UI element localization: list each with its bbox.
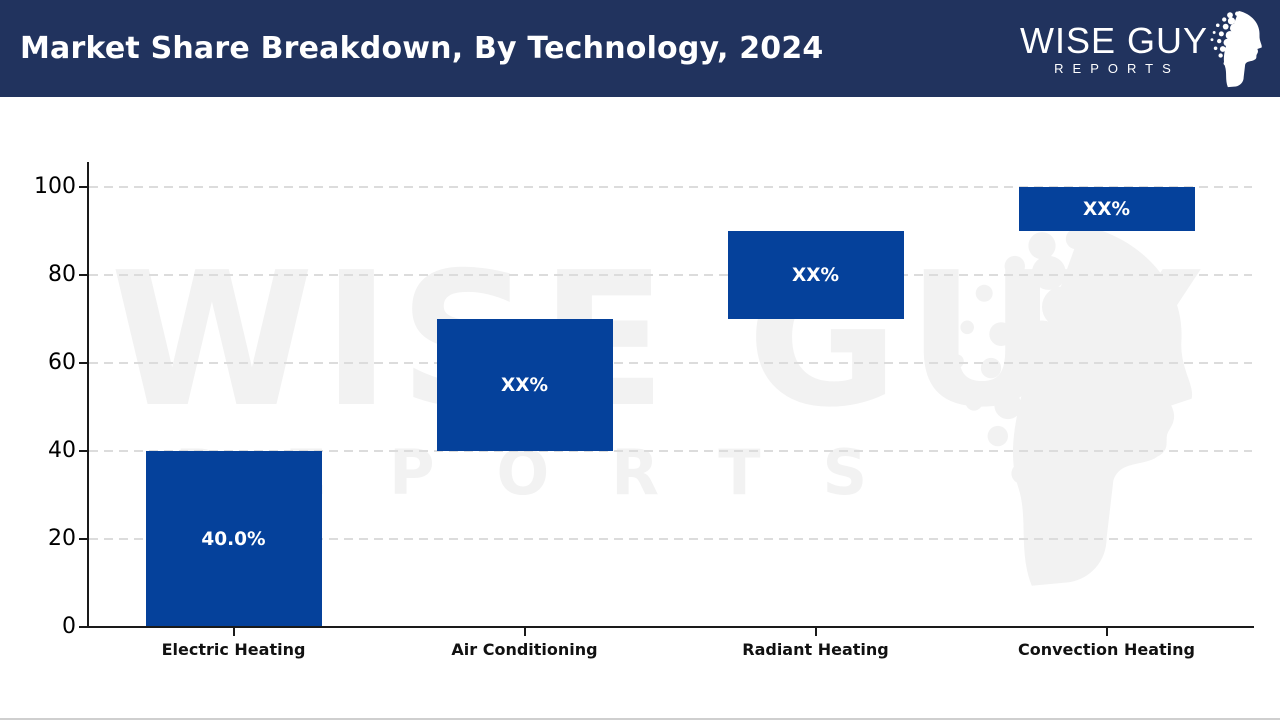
x-category-label: Radiant Heating [742, 640, 889, 659]
y-gridline [89, 538, 1252, 540]
y-gridline [89, 186, 1252, 188]
bar-convection-heating: XX% [1018, 187, 1195, 231]
brand-logo: WISE GUY REPORTS [1020, 8, 1266, 90]
bar-electric-heating: 40.0% [145, 451, 322, 627]
y-tick-mark [79, 538, 87, 540]
y-tick-mark [79, 362, 87, 364]
logo-head-icon [1194, 8, 1266, 90]
x-category-label: Electric Heating [161, 640, 306, 659]
logo-wordmark: WISE GUY REPORTS [1019, 19, 1208, 76]
logo-wordmark-line2: REPORTS [1054, 60, 1180, 76]
footer-divider [0, 718, 1280, 720]
bar-value-label: 40.0% [201, 528, 266, 550]
y-axis-spine [87, 162, 89, 628]
page-title: Market Share Breakdown, By Technology, 2… [20, 31, 824, 66]
y-tick-label: 40 [48, 438, 76, 463]
header-bar: Market Share Breakdown, By Technology, 2… [0, 0, 1280, 97]
bar-value-label: XX% [1082, 198, 1131, 220]
y-gridline [89, 274, 1252, 276]
x-category-label: Air Conditioning [451, 640, 598, 659]
logo-wordmark-line1: WISE GUY [1019, 19, 1208, 61]
bar-radiant-heating: XX% [727, 231, 904, 319]
y-tick-mark [79, 626, 87, 628]
x-tick-mark [523, 628, 526, 636]
x-axis-spine [87, 626, 1254, 628]
y-tick-mark [79, 186, 87, 188]
bar-value-label: XX% [791, 264, 840, 286]
y-tick-label: 80 [48, 262, 76, 287]
y-gridline [89, 450, 1252, 452]
y-tick-mark [79, 274, 87, 276]
y-tick-label: 20 [48, 526, 76, 551]
y-tick-mark [79, 450, 87, 452]
y-tick-label: 0 [62, 614, 76, 639]
x-tick-mark [814, 628, 817, 636]
x-tick-mark [1105, 628, 1108, 636]
bar-air-conditioning: XX% [436, 319, 613, 451]
x-tick-mark [232, 628, 235, 636]
y-gridline [89, 362, 1252, 364]
x-category-label: Convection Heating [1018, 640, 1195, 659]
bar-value-label: XX% [500, 374, 549, 396]
y-tick-label: 100 [34, 174, 76, 199]
y-tick-label: 60 [48, 350, 76, 375]
